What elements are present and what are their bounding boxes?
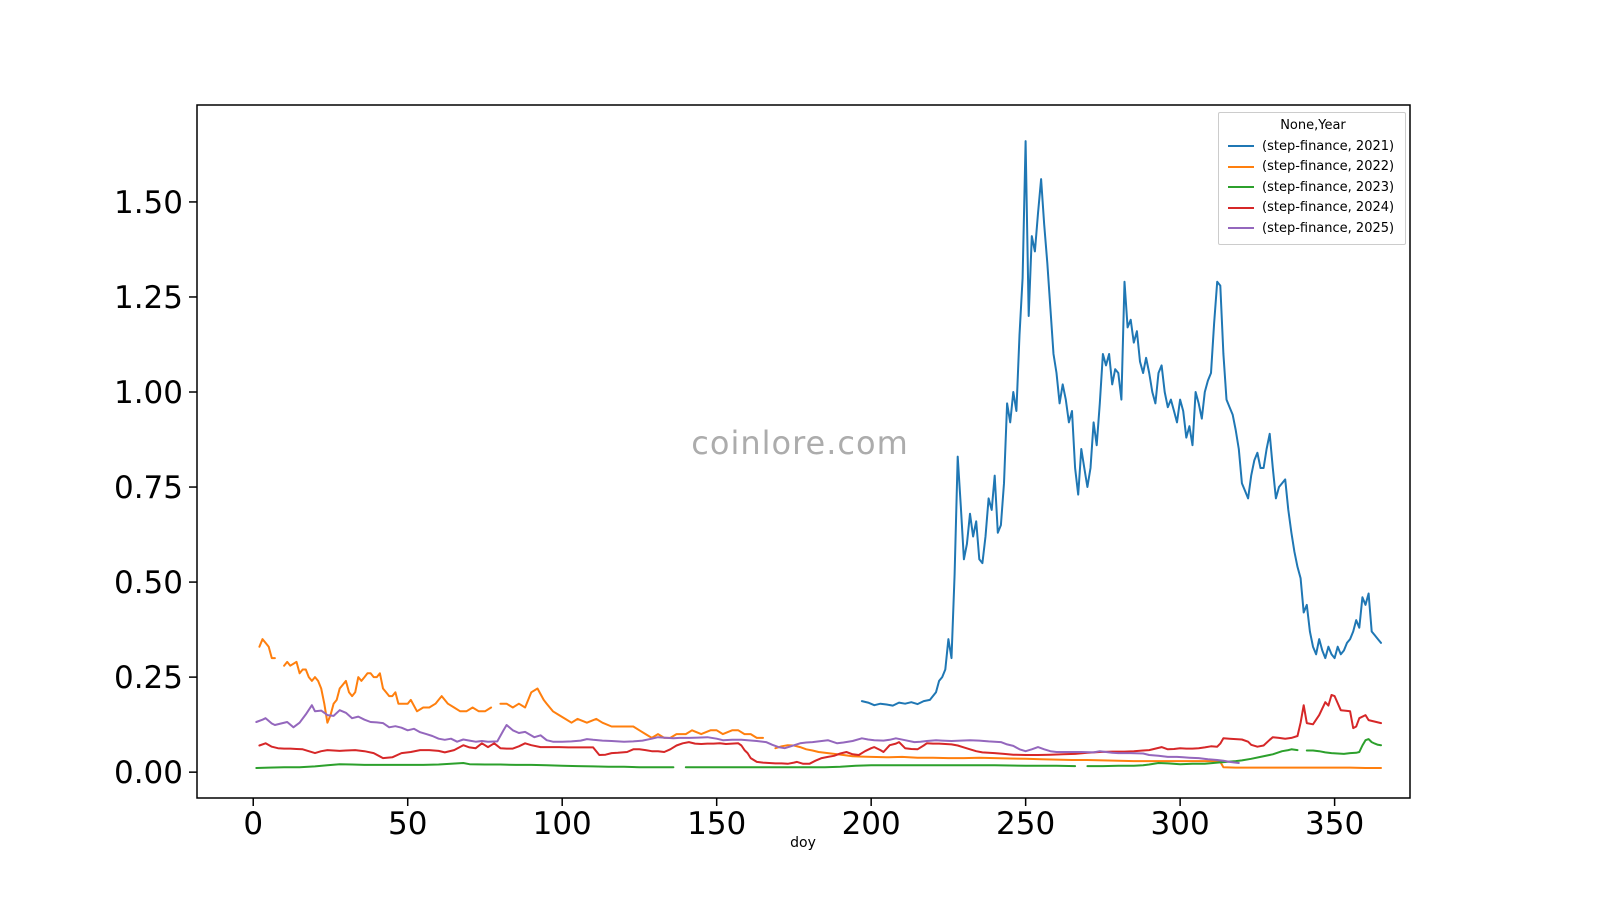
plot-border [196, 104, 1411, 799]
legend-entries: (step-finance, 2021) (step-finance, 2022)… [1228, 136, 1398, 239]
legend: None,Year (step-finance, 2021) (step-fina… [1218, 112, 1406, 245]
legend-entry: (step-finance, 2021) [1228, 136, 1398, 157]
y-tick-label: 1.00 [114, 375, 183, 411]
series-line [255, 704, 1240, 764]
legend-entry: (step-finance, 2024) [1228, 198, 1398, 219]
x-tick-label: 100 [533, 806, 592, 842]
legend-label: (step-finance, 2025) [1262, 220, 1395, 236]
y-tick-label: 1.50 [114, 185, 183, 221]
y-tick-label: 0.50 [114, 565, 183, 601]
legend-line-swatch [1228, 186, 1254, 189]
x-axis-label: doy [790, 835, 816, 851]
x-tick-label: 0 [243, 806, 263, 842]
legend-label: (step-finance, 2021) [1262, 138, 1395, 154]
y-tick-label: 0.00 [114, 755, 183, 791]
y-tick-label: 0.75 [114, 470, 183, 506]
x-tick-label: 350 [1305, 806, 1364, 842]
series-line [258, 638, 1382, 769]
watermark: coinlore.com [691, 424, 909, 462]
legend-label: (step-finance, 2024) [1262, 200, 1395, 216]
legend-entry: (step-finance, 2022) [1228, 157, 1398, 178]
x-tick-label: 150 [687, 806, 746, 842]
x-tick-label: 300 [1151, 806, 1210, 842]
legend-line-swatch [1228, 227, 1254, 230]
y-tick-label: 0.25 [114, 660, 183, 696]
legend-label: (step-finance, 2022) [1262, 159, 1395, 175]
legend-label: (step-finance, 2023) [1262, 179, 1395, 195]
series-lines [255, 140, 1382, 769]
x-tick-label: 50 [388, 806, 427, 842]
x-tick-label: 250 [996, 806, 1055, 842]
y-tick-label: 1.25 [114, 280, 183, 316]
legend-line-swatch [1228, 165, 1254, 168]
x-tick-label: 200 [842, 806, 901, 842]
series-line [860, 140, 1382, 707]
legend-entry: (step-finance, 2023) [1228, 177, 1398, 198]
x-axis-ticks: 0 50 100 150 200 250 300 350 [243, 798, 1364, 842]
legend-entry: (step-finance, 2025) [1228, 218, 1398, 239]
series-line [258, 694, 1382, 765]
y-axis-ticks: 0.00 0.25 0.50 0.75 1.00 1.25 1.50 [114, 185, 197, 791]
legend-line-swatch [1228, 145, 1254, 148]
legend-line-swatch [1228, 206, 1254, 209]
legend-title: None,Year [1280, 118, 1346, 133]
series-line [255, 738, 1382, 769]
